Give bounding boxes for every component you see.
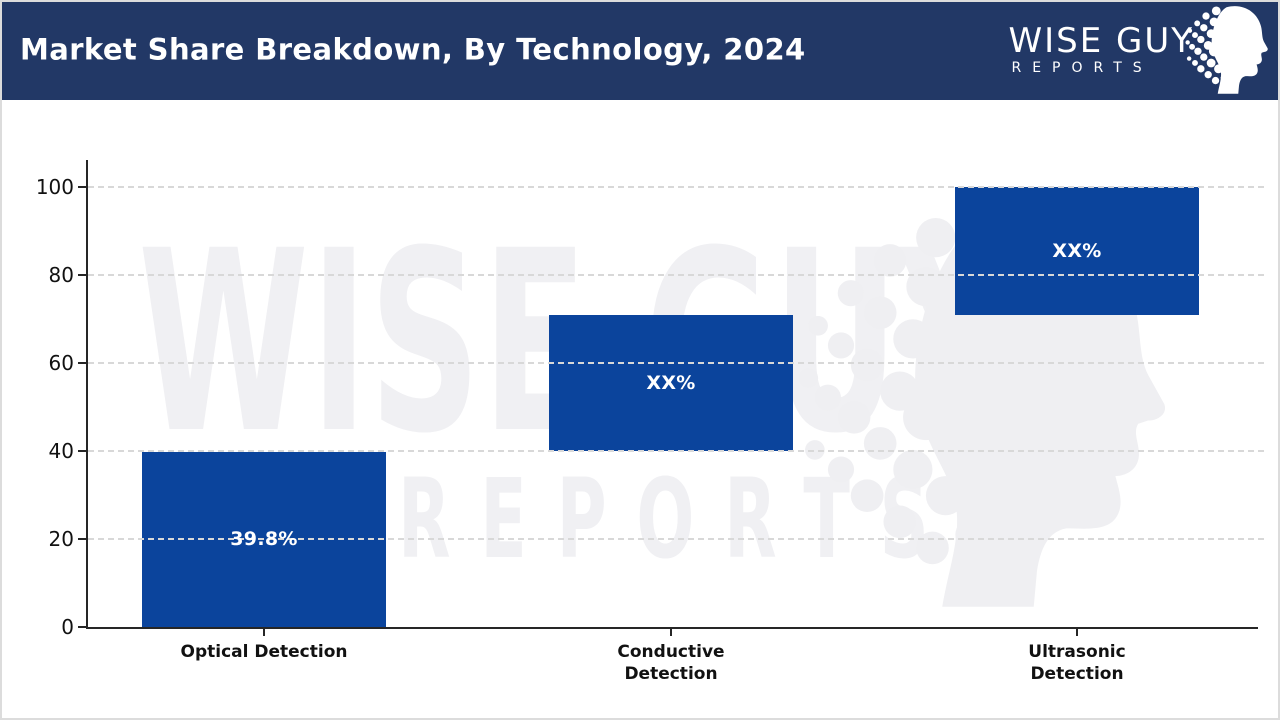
bar-segment: XX%: [955, 187, 1199, 315]
logo-face-dots-icon: [1185, 5, 1268, 94]
y-tick-mark: [78, 538, 86, 540]
y-gridline: [88, 538, 1264, 540]
logo-wordmark-line1: WISE GUY: [1008, 21, 1194, 62]
y-tick-label: 60: [48, 351, 74, 375]
y-gridline: [88, 274, 1264, 276]
y-axis-line: [86, 160, 88, 629]
wise-guy-reports-logo: WISE GUY REPORTS: [1008, 4, 1272, 96]
y-tick-label: 40: [48, 439, 74, 463]
bar-value-label: XX%: [1052, 239, 1102, 262]
y-tick-mark: [78, 626, 86, 628]
x-axis-line: [86, 627, 1258, 629]
x-tick-label: Ultrasonic Detection: [1028, 642, 1126, 685]
bar-segment: XX%: [549, 314, 793, 451]
x-tick-mark: [1076, 627, 1078, 636]
bar-value-label: 39.8%: [230, 528, 298, 551]
bar-value-label: XX%: [646, 371, 696, 394]
y-tick-mark: [78, 362, 86, 364]
plot-area: 39.8% Optical Detection XX% Conductive Dete…: [0, 100, 1280, 720]
y-tick-mark: [78, 274, 86, 276]
page-title: Market Share Breakdown, By Technology, 2…: [20, 32, 806, 67]
y-tick-label: 20: [48, 527, 74, 551]
y-gridline: [88, 362, 1264, 364]
y-gridline: [88, 186, 1264, 188]
x-tick-mark: [263, 627, 265, 636]
x-tick-label: Conductive Detection: [617, 642, 725, 685]
y-tick-label: 100: [35, 175, 74, 199]
y-tick-label: 0: [61, 615, 74, 639]
y-tick-mark: [78, 450, 86, 452]
x-tick-mark: [670, 627, 672, 636]
y-tick-mark: [78, 186, 86, 188]
x-tick-label: Optical Detection: [180, 642, 348, 662]
logo-wordmark: WISE GUY REPORTS: [1008, 21, 1194, 76]
y-tick-label: 80: [48, 263, 74, 287]
chart-area: WISE GUY REPORTS 39.8%Optical DetectionX…: [0, 100, 1280, 720]
logo-wordmark-line2: REPORTS: [1011, 59, 1153, 76]
header-bar: Market Share Breakdown, By Technology, 2…: [0, 0, 1280, 100]
y-gridline: [88, 450, 1264, 452]
